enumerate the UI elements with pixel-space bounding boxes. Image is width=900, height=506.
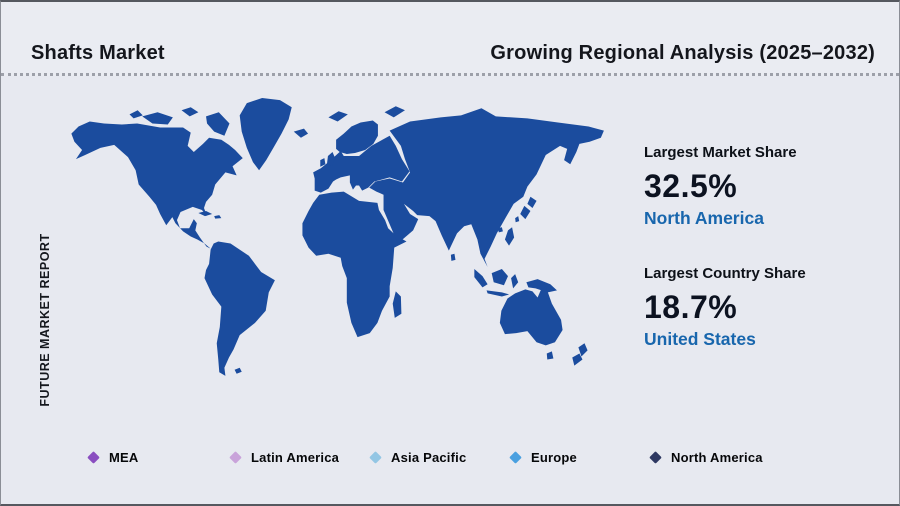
world-map-container — [53, 95, 609, 385]
legend-label: Latin America — [251, 449, 340, 465]
diamond-marker-icon — [369, 450, 382, 464]
brand-watermark: FUTURE MARKET REPORT — [38, 233, 52, 407]
stat-largest-market-share: Largest Market Share 32.5% North America — [644, 144, 889, 229]
world-map — [71, 98, 604, 376]
analysis-title: Growing Regional Analysis (2025–2032) — [490, 42, 875, 64]
stat-largest-country-share: Largest Country Share 18.7% United State… — [644, 265, 889, 350]
stat-label: Largest Country Share — [644, 265, 806, 282]
report-title: Shafts Market — [31, 42, 165, 64]
legend-label: MEA — [109, 449, 139, 465]
stats-panel: Largest Market Share 32.5% North America… — [644, 144, 889, 350]
diamond-marker-icon — [509, 450, 522, 464]
legend-item-latin-america: Latin America — [229, 447, 340, 467]
stat-value: 18.7% — [644, 289, 738, 325]
diamond-marker-icon — [229, 450, 242, 464]
legend-item-asia-pacific: Asia Pacific — [369, 447, 467, 467]
stat-value: 32.5% — [644, 168, 738, 204]
legend-label: Europe — [531, 449, 577, 465]
legend-item-mea: MEA — [87, 447, 139, 467]
header: Shafts Market Growing Regional Analysis … — [1, 2, 899, 76]
diamond-marker-icon — [87, 450, 100, 464]
legend: MEA Latin America Asia Pacific Europe No… — [1, 447, 899, 469]
stat-region: North America — [644, 208, 764, 228]
diamond-marker-icon — [649, 450, 662, 464]
legend-item-europe: Europe — [509, 447, 577, 467]
legend-label: Asia Pacific — [391, 449, 467, 465]
legend-label: North America — [671, 449, 763, 465]
stat-label: Largest Market Share — [644, 144, 797, 161]
legend-item-north-america: North America — [649, 447, 763, 467]
stat-region: United States — [644, 329, 756, 349]
